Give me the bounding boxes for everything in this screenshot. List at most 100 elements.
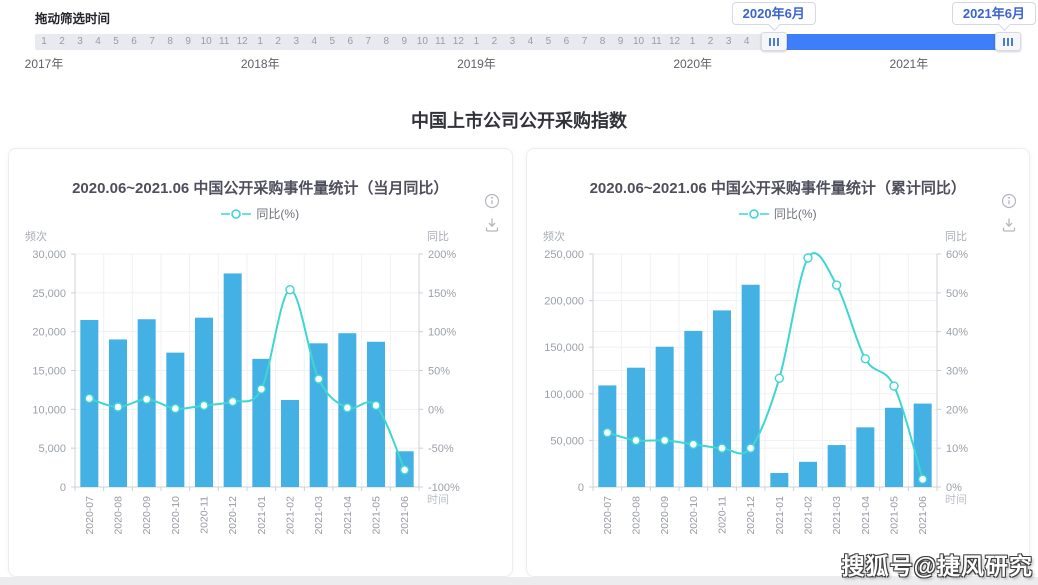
line-marker[interactable] <box>113 402 123 412</box>
svg-text:同比: 同比 <box>427 230 449 243</box>
bar[interactable] <box>712 310 731 487</box>
bar[interactable] <box>769 473 788 487</box>
svg-text:60%: 60% <box>946 249 968 261</box>
svg-text:2021-04: 2021-04 <box>342 496 354 535</box>
line-marker[interactable] <box>831 280 841 290</box>
month-tick: 5 <box>113 36 119 47</box>
line-marker[interactable] <box>371 400 381 411</box>
svg-text:0%: 0% <box>428 404 444 416</box>
svg-text:50%: 50% <box>428 366 450 378</box>
bar[interactable] <box>367 341 385 487</box>
line-marker[interactable] <box>860 354 870 364</box>
slider-handle-start[interactable] <box>760 32 787 51</box>
download-icon[interactable] <box>1001 217 1017 233</box>
info-icon[interactable] <box>1001 193 1017 209</box>
bar[interactable] <box>309 343 328 487</box>
info-icon[interactable] <box>484 193 500 209</box>
year-label: 2017年 <box>24 57 64 71</box>
bar[interactable] <box>855 427 874 487</box>
svg-text:2021-03: 2021-03 <box>831 496 843 535</box>
bar[interactable] <box>827 445 846 487</box>
time-filter-slider: 拖动筛选时间 1 2 3 4 5 6 7 8 9 10 11 12 1 2 3 4 5 6 7 8 9 10 11 12 1 2 3… <box>0 0 1038 75</box>
svg-text:频次: 频次 <box>543 229 565 243</box>
month-tick: 4 <box>311 36 318 47</box>
svg-text:30%: 30% <box>946 366 968 378</box>
line-marker[interactable] <box>199 400 209 411</box>
bar[interactable] <box>741 284 760 487</box>
svg-text:2020-09: 2020-09 <box>141 496 153 535</box>
line-marker[interactable] <box>256 384 267 394</box>
month-tick: 10 <box>200 36 212 47</box>
svg-text:25,000: 25,000 <box>32 288 66 300</box>
bar[interactable] <box>166 352 185 487</box>
chart-card-cumulative-yoy: 2020.06~2021.06 中国公开采购事件量统计（累计同比） 同比(%) … <box>525 148 1030 577</box>
svg-text:150%: 150% <box>428 288 456 300</box>
line-marker[interactable] <box>802 253 813 263</box>
bar[interactable] <box>80 320 99 487</box>
legend-item-yoy[interactable]: 同比(%) <box>9 205 512 222</box>
bar[interactable] <box>223 273 242 487</box>
svg-text:2021-04: 2021-04 <box>859 496 871 535</box>
line-marker[interactable] <box>170 403 181 414</box>
line-marker[interactable] <box>285 285 295 295</box>
svg-text:2021-05: 2021-05 <box>888 496 900 535</box>
month-tick: 6 <box>131 36 137 47</box>
bar[interactable] <box>109 339 127 487</box>
watermark: 搜狐号@捷风研究 <box>841 553 1033 579</box>
month-tick: 2 <box>275 36 281 47</box>
line-marker[interactable] <box>774 373 784 383</box>
line-marker[interactable] <box>745 443 755 453</box>
line-marker[interactable] <box>84 393 95 404</box>
svg-text:2020-12: 2020-12 <box>227 496 239 535</box>
month-tick: 2 <box>491 36 498 47</box>
svg-text:50%: 50% <box>946 288 968 300</box>
svg-text:5,000: 5,000 <box>38 443 66 455</box>
range-start-tooltip: 2020年6月 <box>731 2 816 31</box>
chart-title: 2020.06~2021.06 中国公开采购事件量统计（累计同比） <box>589 180 966 197</box>
month-tick: 1 <box>689 36 696 47</box>
legend-label: 同比(%) <box>773 207 817 221</box>
slider-selected-range[interactable] <box>773 34 1008 50</box>
line-marker[interactable] <box>688 439 698 449</box>
line-marker[interactable] <box>716 443 727 453</box>
bar[interactable] <box>683 330 702 487</box>
month-tick: 9 <box>617 36 624 47</box>
slider-handle-end[interactable] <box>995 32 1021 51</box>
download-icon[interactable] <box>484 217 500 233</box>
svg-text:2021-06: 2021-06 <box>917 496 929 535</box>
line-marker[interactable] <box>917 474 927 484</box>
line-marker[interactable] <box>313 374 324 384</box>
page-title: 中国上市公司公开采购指数 <box>411 111 627 131</box>
line-marker[interactable] <box>602 427 612 438</box>
bar[interactable] <box>252 358 271 487</box>
svg-text:时间: 时间 <box>945 493 967 506</box>
bar[interactable] <box>281 400 299 487</box>
svg-text:2021-01: 2021-01 <box>256 496 268 535</box>
month-tick: 9 <box>185 36 191 47</box>
line-marker[interactable] <box>659 435 669 446</box>
line-marker[interactable] <box>399 465 410 475</box>
svg-text:2021-05: 2021-05 <box>371 496 383 535</box>
line-marker[interactable] <box>141 394 152 404</box>
svg-text:2020-08: 2020-08 <box>113 496 125 535</box>
svg-text:2020-08: 2020-08 <box>630 496 642 535</box>
line-marker[interactable] <box>888 381 899 391</box>
bar[interactable] <box>655 346 674 487</box>
month-tick: 11 <box>218 36 230 47</box>
legend-item-yoy[interactable]: 同比(%) <box>527 205 1030 222</box>
line-marker[interactable] <box>630 435 641 446</box>
legend-label: 同比(%) <box>256 207 300 221</box>
svg-text:2021-01: 2021-01 <box>773 496 785 535</box>
line-marker[interactable] <box>227 396 238 407</box>
line-marker[interactable] <box>342 403 353 413</box>
bar[interactable] <box>884 407 903 487</box>
month-tick: 11 <box>435 36 446 47</box>
bar[interactable] <box>626 367 645 487</box>
svg-text:10,000: 10,000 <box>32 404 66 416</box>
chart-card-monthly-yoy: 2020.06~2021.06 中国公开采购事件量统计（当月同比） 同比(%) … <box>8 148 513 577</box>
svg-text:200,000: 200,000 <box>544 296 584 308</box>
bar[interactable] <box>798 461 817 487</box>
bar[interactable] <box>913 403 932 487</box>
